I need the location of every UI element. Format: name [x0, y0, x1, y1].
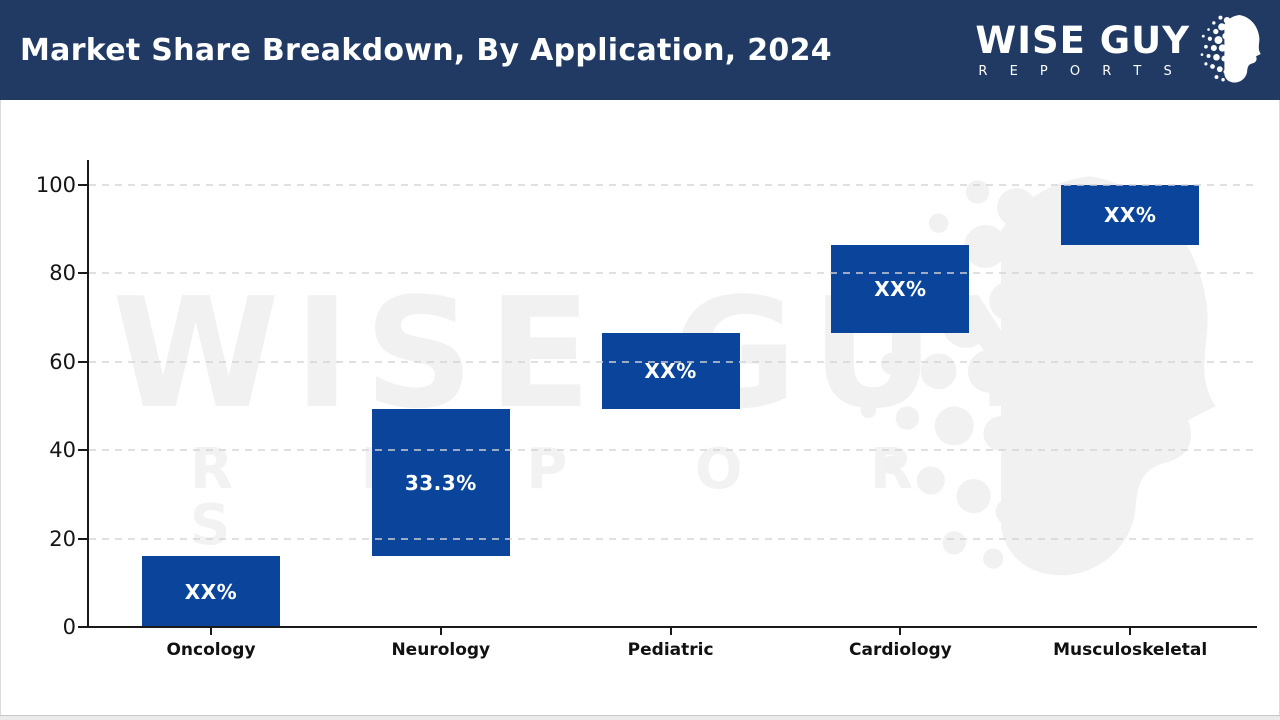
logo-subtitle: R E P O R T S	[978, 63, 1181, 79]
y-tick-label: 100	[35, 173, 76, 197]
head-profile-icon	[1200, 15, 1261, 83]
x-tick-mark	[669, 628, 672, 635]
bar-value-label: XX%	[644, 358, 697, 383]
y-tick-mark	[78, 537, 88, 540]
x-tick-label: Cardiology	[849, 640, 952, 660]
y-tick-label: 20	[49, 526, 76, 551]
x-tick-label: Oncology	[166, 640, 256, 660]
y-tick-label: 40	[49, 438, 76, 463]
x-tick-mark	[210, 628, 212, 635]
y-tick-label: 80	[49, 261, 76, 286]
gridline	[89, 449, 1255, 452]
bar-value-label: XX%	[184, 579, 238, 604]
gridline	[89, 537, 1255, 540]
x-tick-mark	[1129, 628, 1132, 635]
gridline	[89, 184, 1255, 186]
page-title: Market Share Breakdown, By Application, …	[20, 32, 832, 68]
logo-wordmark: WISE GUY	[975, 18, 1190, 62]
y-tick-mark	[78, 360, 88, 363]
wise-guy-reports-logo: WISE GUY R E P O R T S	[975, 13, 1264, 87]
bar-value-label: XX%	[874, 276, 927, 301]
y-tick-mark	[78, 449, 88, 452]
x-tick-label: Musculoskeletal	[1053, 640, 1208, 660]
y-tick-mark	[78, 272, 88, 275]
gridline	[89, 272, 1255, 275]
y-tick-mark	[78, 184, 88, 186]
bar-value-label: XX%	[1103, 203, 1157, 228]
left-edge-line	[0, 100, 1, 715]
bar-segment: XX%	[1061, 185, 1200, 246]
x-axis-line	[87, 626, 1257, 628]
gridline	[89, 360, 1255, 363]
bar-segment: XX%	[142, 556, 280, 627]
logo-text: WISE GUY R E P O R T S	[975, 22, 1190, 79]
y-axis-line	[87, 160, 89, 628]
header-band: Market Share Breakdown, By Application, …	[0, 0, 1280, 100]
bar-segment: 33.3%	[371, 409, 510, 557]
bar-segment: XX%	[601, 332, 740, 410]
y-tick-mark	[78, 626, 88, 628]
bar-segment: XX%	[831, 245, 970, 333]
x-tick-label: Pediatric	[627, 640, 714, 660]
x-tick-label: Neurology	[391, 640, 491, 660]
bar-value-label: 33.3%	[404, 470, 477, 495]
y-tick-label: 0	[62, 615, 76, 639]
x-tick-mark	[899, 628, 902, 635]
y-tick-label: 60	[49, 349, 76, 374]
bottom-strip	[0, 715, 1280, 720]
x-tick-mark	[439, 628, 442, 635]
